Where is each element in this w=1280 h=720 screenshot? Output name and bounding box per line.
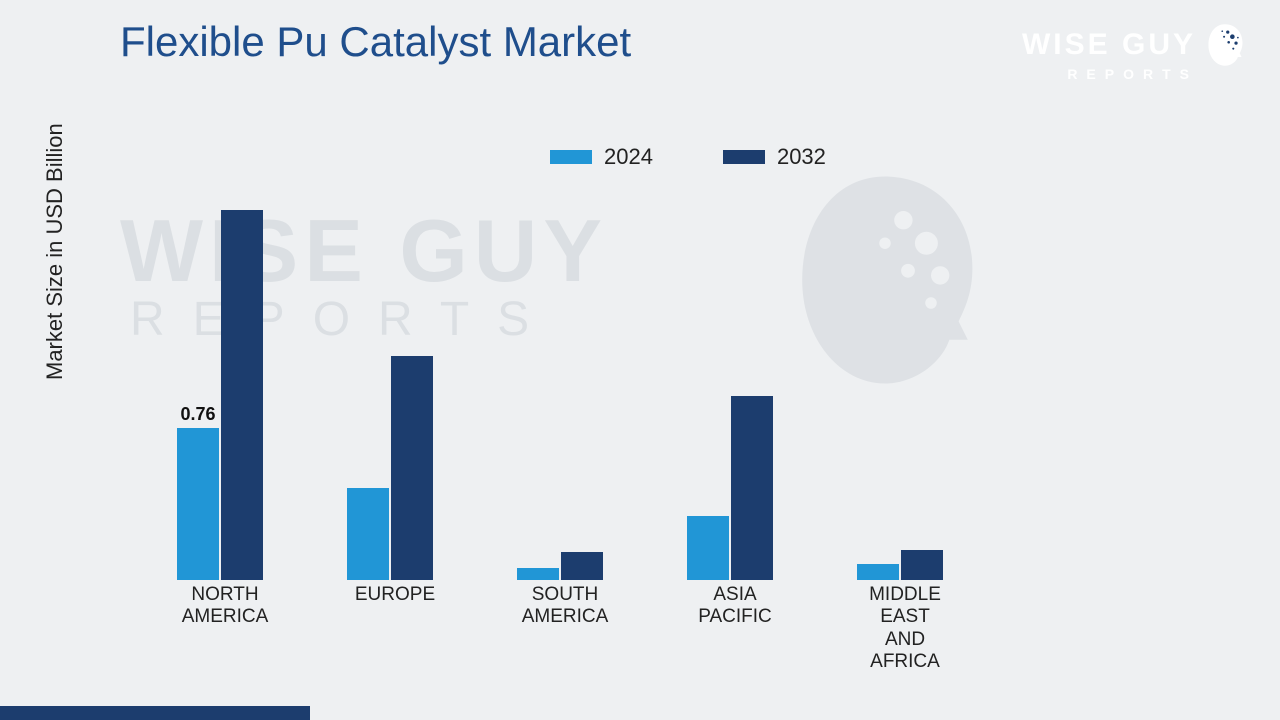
logo-line2: REPORTS [988, 66, 1248, 82]
logo-head-icon [1202, 22, 1248, 68]
category-label: MIDDLEEASTANDAFRICA [835, 584, 975, 674]
bar-2032 [221, 210, 263, 580]
category-label: SOUTHAMERICA [495, 584, 635, 629]
category-label: ASIAPACIFIC [665, 584, 805, 629]
bar-2032 [561, 552, 603, 580]
bar-2032 [731, 396, 773, 580]
bottom-accent-bar [0, 706, 310, 720]
legend-label-2032: 2032 [777, 144, 826, 170]
bar-2024 [687, 516, 729, 580]
legend-item-2024: 2024 [550, 144, 653, 170]
y-axis-label: Market Size in USD Billion [42, 123, 68, 380]
legend-swatch-2032 [723, 150, 765, 164]
report-canvas: WISE GUY REPORTS WISE GUY R [0, 0, 1280, 720]
logo-line1: WISE GUY [1022, 28, 1196, 62]
legend-swatch-2024 [550, 150, 592, 164]
bar-2024 [347, 488, 389, 580]
brand-logo: WISE GUY REPORTS [988, 22, 1248, 82]
legend-label-2024: 2024 [604, 144, 653, 170]
bar-2024: 0.76 [177, 428, 219, 580]
bar-2024 [857, 564, 899, 580]
category-label: NORTHAMERICA [155, 584, 295, 629]
legend: 2024 2032 [550, 144, 826, 170]
chart-title: Flexible Pu Catalyst Market [120, 18, 631, 66]
bar-2024 [517, 568, 559, 580]
plot-area: 0.76NORTHAMERICAEUROPESOUTHAMERICAASIAPA… [140, 180, 960, 580]
category-label: EUROPE [325, 584, 465, 606]
bar-2032 [391, 356, 433, 580]
bar-chart: Market Size in USD Billion 2024 2032 0.7… [60, 150, 960, 660]
legend-item-2032: 2032 [723, 144, 826, 170]
bar-2032 [901, 550, 943, 580]
bar-value-label: 0.76 [177, 404, 219, 425]
